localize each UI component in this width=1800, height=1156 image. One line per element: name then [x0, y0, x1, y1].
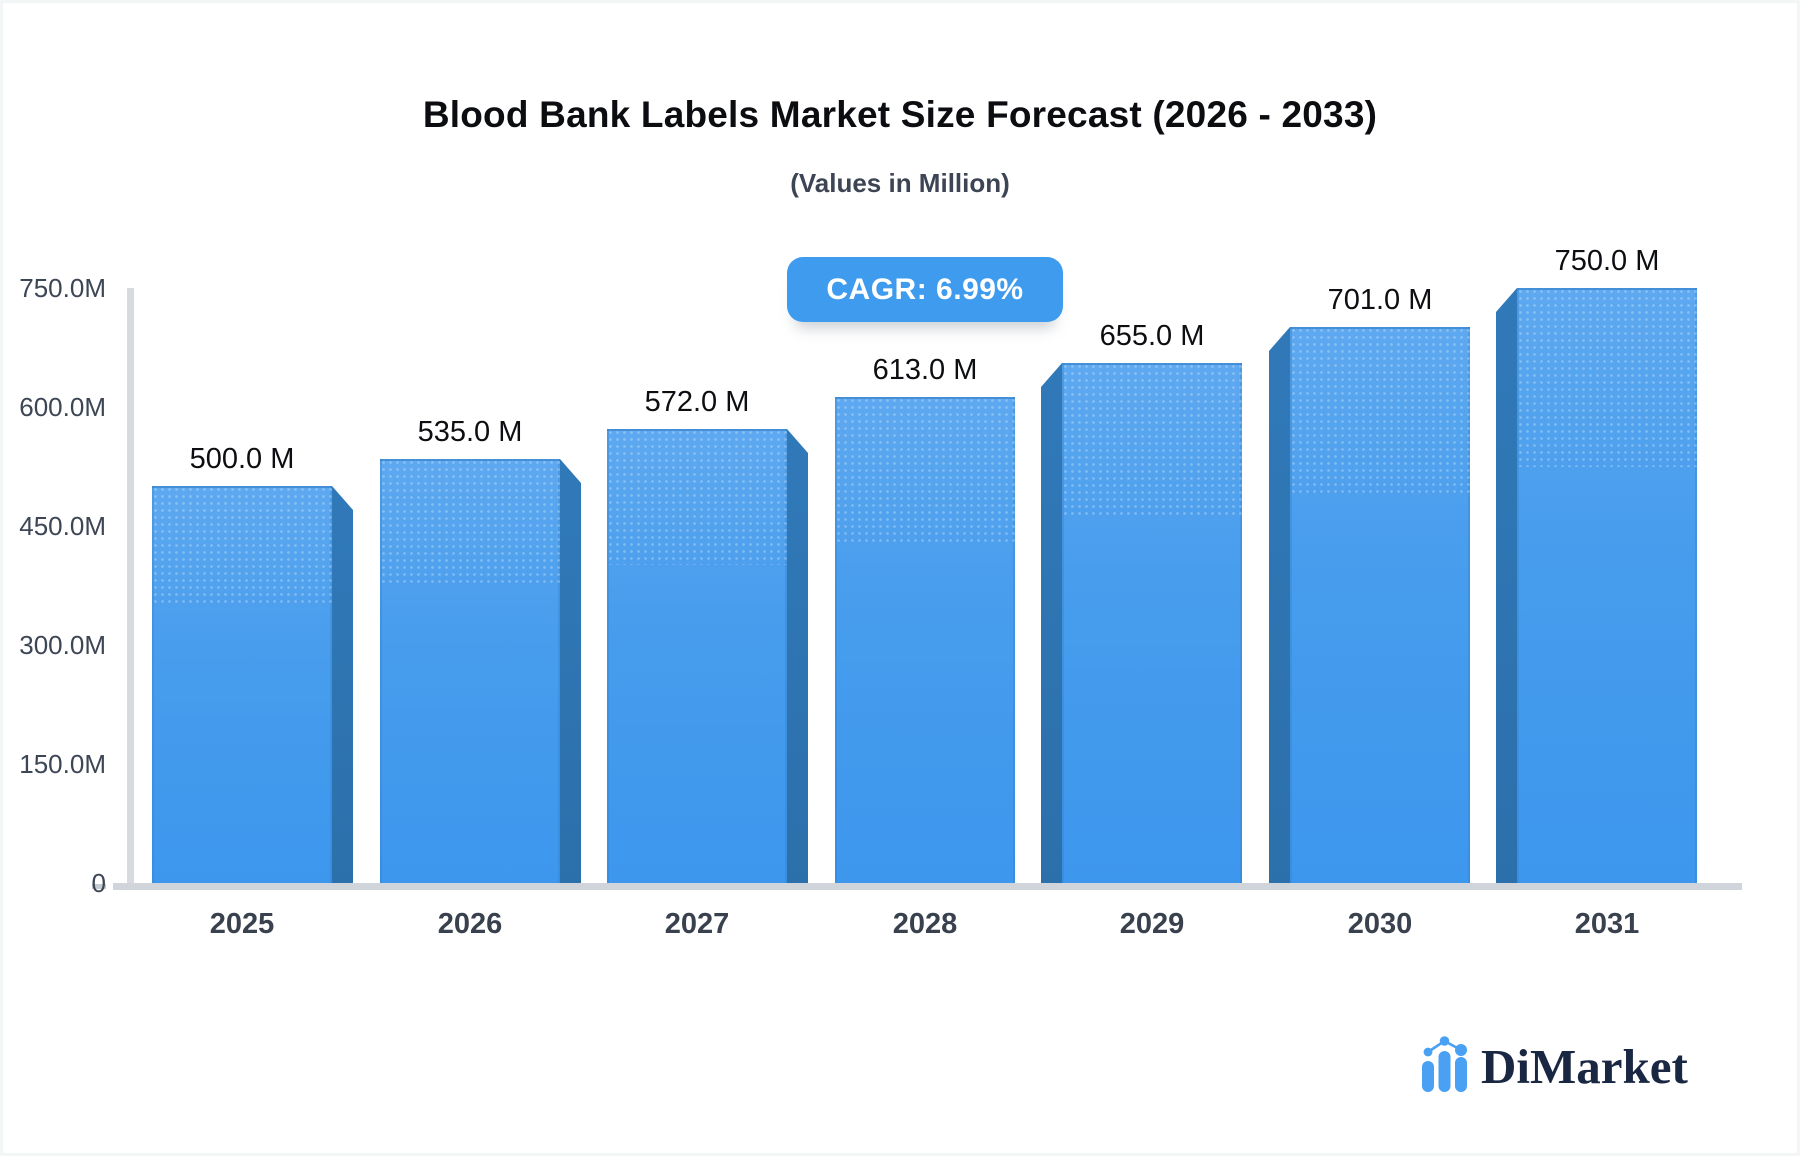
bar-2025	[152, 486, 332, 883]
logo-text: DiMarket	[1481, 1038, 1688, 1094]
bar-3d-side-2025	[332, 486, 353, 883]
bar-3d-side-2029	[1041, 363, 1062, 883]
x-axis-baseline	[113, 883, 1742, 890]
bar-value-label: 701.0 M	[1327, 284, 1433, 316]
y-axis-tick-label: 300.0M	[19, 630, 106, 660]
x-axis-category-label: 2029	[1119, 908, 1185, 940]
y-axis-tick-label: 750.0M	[19, 273, 106, 303]
cagr-badge: CAGR: 6.99%	[787, 257, 1063, 322]
x-axis-category-label: 2027	[664, 908, 730, 940]
x-axis-category-label: 2030	[1347, 908, 1413, 940]
x-axis-category-label: 2026	[437, 908, 503, 940]
bar-3d-side-2027	[787, 429, 808, 883]
bar-2031	[1517, 288, 1697, 883]
chart-subtitle: (Values in Million)	[790, 168, 1010, 198]
bar-2027	[607, 429, 787, 883]
bar-3d-side-2030	[1269, 327, 1290, 883]
bar-2026	[380, 459, 560, 883]
bar-value-label: 572.0 M	[644, 386, 750, 418]
bar-3d-side-2031	[1496, 288, 1517, 883]
bar-value-label: 535.0 M	[417, 416, 523, 448]
y-axis-tick-label: 0	[91, 868, 106, 898]
x-axis-category-label: 2031	[1574, 908, 1640, 940]
x-axis-category-label: 2028	[892, 908, 958, 940]
bar-value-label: 500.0 M	[189, 443, 295, 475]
bar-2030	[1290, 327, 1470, 883]
bar-2028	[835, 397, 1015, 883]
y-axis-line	[127, 288, 134, 890]
bar-value-label: 655.0 M	[1099, 320, 1205, 352]
y-axis-tick-label: 450.0M	[19, 511, 106, 541]
y-axis-tick-label: 150.0M	[19, 749, 106, 779]
x-axis-category-label: 2025	[209, 908, 275, 940]
chart-title: Blood Bank Labels Market Size Forecast (…	[422, 94, 1378, 135]
bar-value-label: 613.0 M	[872, 354, 978, 386]
bar-value-label: 750.0 M	[1554, 245, 1660, 277]
dimarket-logo: DiMarket	[1421, 1036, 1688, 1092]
zero-tick-mark	[92, 884, 106, 889]
mini-bar-chart-logo-icon	[1422, 1036, 1467, 1092]
y-axis-tick-label: 600.0M	[19, 392, 106, 422]
bar-3d-side-2026	[560, 459, 581, 883]
bar-2029	[1062, 363, 1242, 883]
